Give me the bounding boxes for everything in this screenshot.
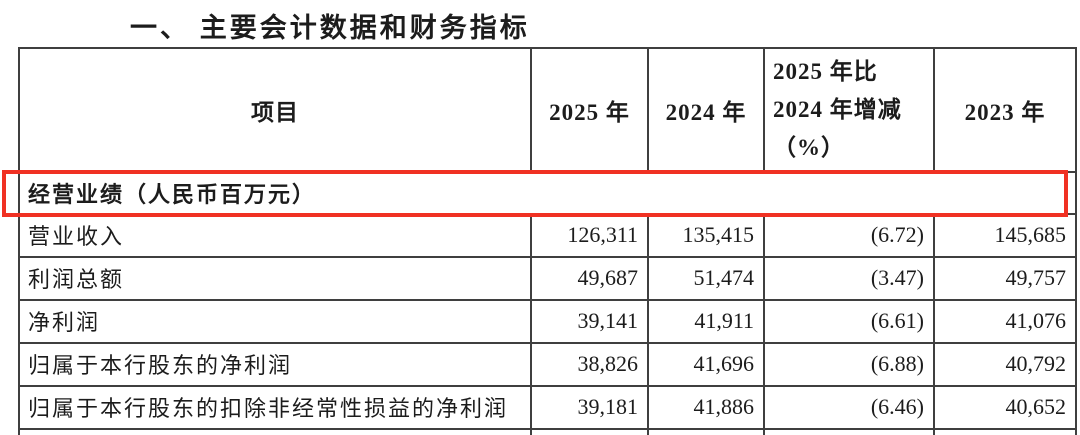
row-item-label: 经营活动产生的现金流量净额	[18, 427, 532, 435]
row-value-2024: 41,886	[647, 384, 765, 430]
table-row-operating-cash-flow: 经营活动产生的现金流量净额 162,907 (204,802) 不适用 (3,6…	[18, 427, 1077, 435]
row-item-label: 净利润	[18, 298, 532, 344]
page-title: 一、 主要会计数据和财务指标	[130, 13, 530, 43]
row-item-label: 营业收入	[18, 212, 532, 258]
column-header-2023: 2023 年	[933, 47, 1077, 173]
row-value-2025: 49,687	[530, 255, 649, 301]
table-row-net-profit-attributable: 归属于本行股东的净利润 38,826 41,696 (6.88) 40,792	[18, 341, 1077, 387]
row-value-2025: 39,141	[530, 298, 649, 344]
table-row-net-profit: 净利润 39,141 41,911 (6.61) 41,076	[18, 298, 1077, 344]
section-header-label: 经营业绩（人民币百万元）	[18, 170, 1077, 215]
row-value-2023: 41,076	[933, 298, 1077, 344]
row-value-change: (6.46)	[763, 384, 935, 430]
row-value-change: 不适用	[763, 427, 935, 435]
row-value-2024: 51,474	[647, 255, 765, 301]
table-row-operating-income: 营业收入 126,311 135,415 (6.72) 145,685	[18, 212, 1077, 258]
row-value-change: (3.47)	[763, 255, 935, 301]
row-value-2023: 40,792	[933, 341, 1077, 387]
row-value-2024: 135,415	[647, 212, 765, 258]
row-value-change: (6.88)	[763, 341, 935, 387]
row-value-2023: (3,614)	[933, 427, 1077, 435]
row-value-2024: 41,696	[647, 341, 765, 387]
row-value-2024: (204,802)	[647, 427, 765, 435]
row-value-2024: 41,911	[647, 298, 765, 344]
column-header-2025: 2025 年	[530, 47, 649, 173]
row-item-label: 利润总额	[18, 255, 532, 301]
row-value-change: (6.61)	[763, 298, 935, 344]
row-value-2025: 162,907	[530, 427, 649, 435]
row-value-2023: 145,685	[933, 212, 1077, 258]
column-header-2024: 2024 年	[647, 47, 765, 173]
section-header-row: 经营业绩（人民币百万元）	[18, 170, 1077, 215]
financial-indicators-table: 项目 2025 年 2024 年 2025 年比 2024 年增减（%） 202…	[18, 47, 1077, 435]
row-value-2025: 126,311	[530, 212, 649, 258]
row-value-2023: 49,757	[933, 255, 1077, 301]
row-value-2025: 39,181	[530, 384, 649, 430]
table-header-row: 项目 2025 年 2024 年 2025 年比 2024 年增减（%） 202…	[18, 47, 1077, 173]
row-value-2023: 40,652	[933, 384, 1077, 430]
row-value-2025: 38,826	[530, 341, 649, 387]
row-value-change: (6.72)	[763, 212, 935, 258]
column-header-change: 2025 年比 2024 年增减（%）	[763, 47, 935, 173]
row-item-label: 归属于本行股东的扣除非经常性损益的净利润	[18, 384, 532, 430]
table-row-total-profit: 利润总额 49,687 51,474 (3.47) 49,757	[18, 255, 1077, 301]
row-item-label: 归属于本行股东的净利润	[18, 341, 532, 387]
column-header-item: 项目	[18, 47, 532, 173]
table-row-net-profit-excl-nonrecurring: 归属于本行股东的扣除非经常性损益的净利润 39,181 41,886 (6.46…	[18, 384, 1077, 430]
